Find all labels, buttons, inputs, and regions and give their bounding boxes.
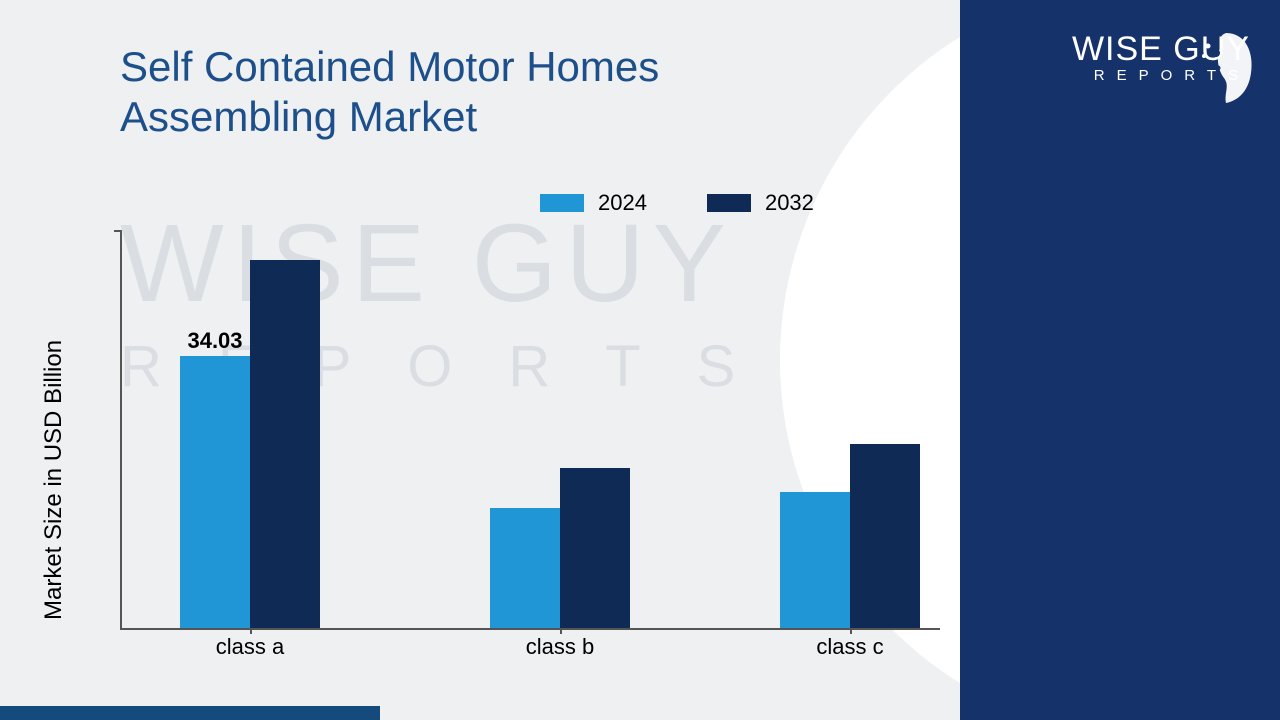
bar-2032-class-a xyxy=(250,260,320,628)
x-category-label: class c xyxy=(780,634,920,660)
legend-label-2024: 2024 xyxy=(598,190,647,216)
legend-swatch-2024 xyxy=(540,194,584,212)
brand-head-icon xyxy=(1196,28,1256,108)
legend-item-2024: 2024 xyxy=(540,190,647,216)
bar-2024-class-a xyxy=(180,356,250,628)
bar-group: class c xyxy=(780,444,920,628)
x-category-label: class b xyxy=(490,634,630,660)
right-panel xyxy=(960,0,1280,720)
y-axis-line xyxy=(120,230,122,630)
plot-area: class a class b class c 34.03 xyxy=(120,230,940,630)
bar-2032-class-c xyxy=(850,444,920,628)
bar-group: class a xyxy=(180,260,320,628)
brand-logo: WISE GUY REPORTS xyxy=(990,30,1250,84)
legend-item-2032: 2032 xyxy=(707,190,814,216)
y-tick-top xyxy=(114,230,120,232)
legend-label-2032: 2032 xyxy=(765,190,814,216)
x-axis-line xyxy=(120,628,940,630)
bar-2024-class-c xyxy=(780,492,850,628)
bar-group: class b xyxy=(490,468,630,628)
x-category-label: class a xyxy=(180,634,320,660)
page-root: WISE GUY REPORTS WISE GUY REPORTS Self C… xyxy=(0,0,1280,720)
bar-2032-class-b xyxy=(560,468,630,628)
bar-2024-class-b xyxy=(490,508,560,628)
bottom-accent-bar xyxy=(0,706,380,720)
bar-value-label: 34.03 xyxy=(175,328,255,354)
y-axis-label: Market Size in USD Billion xyxy=(40,340,68,620)
chart-title: Self Contained Motor Homes Assembling Ma… xyxy=(120,42,820,143)
legend: 2024 2032 xyxy=(540,190,814,216)
legend-swatch-2032 xyxy=(707,194,751,212)
